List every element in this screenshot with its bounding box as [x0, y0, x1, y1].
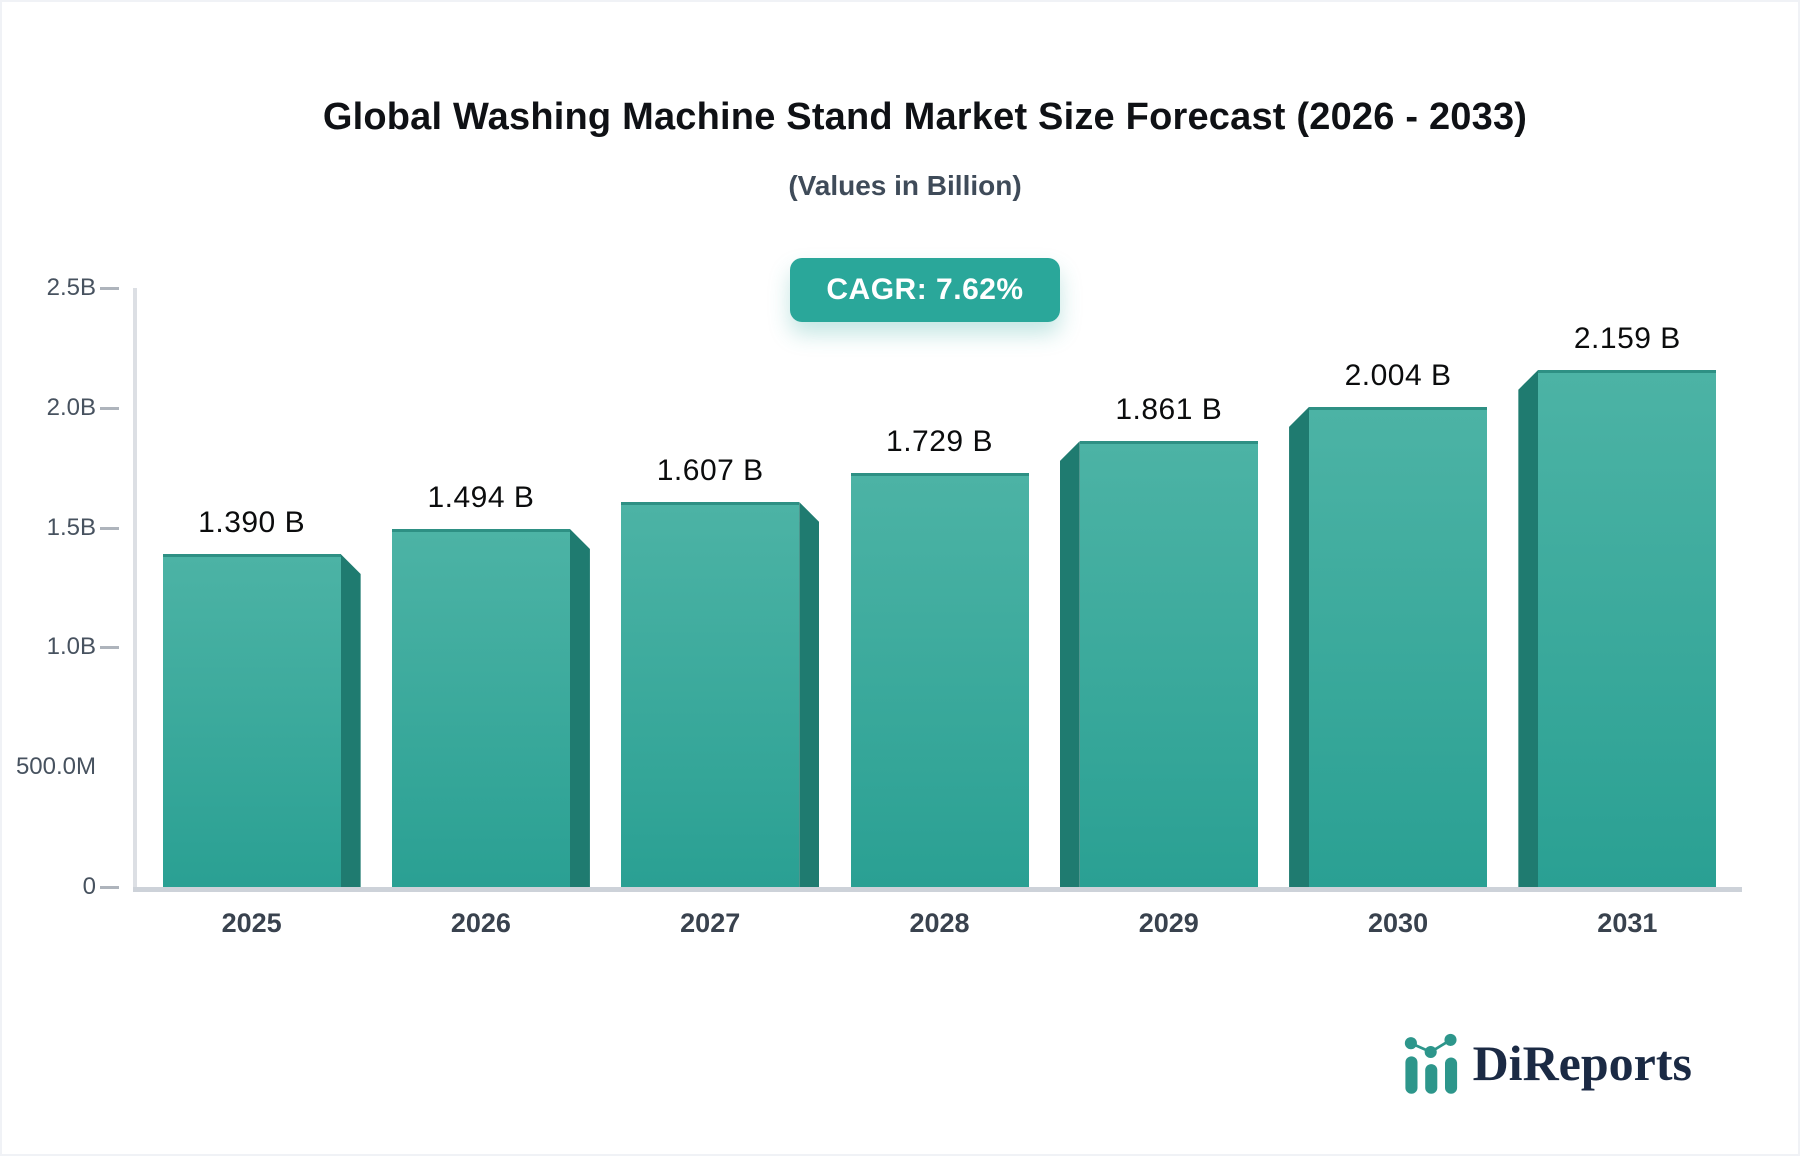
x-axis-category-label: 2031 [1597, 908, 1658, 938]
y-axis-tick-label: 500.0M [15, 753, 96, 781]
bar-2026 [391, 529, 570, 887]
y-axis-tick-label: 2.0B [46, 393, 96, 421]
bar-3d-side-2026 [569, 529, 590, 887]
bar-value-label: 1.494 B [427, 481, 535, 515]
y-axis-tick-mark [100, 646, 119, 650]
bar-2028 [850, 472, 1029, 887]
y-axis-tick-label: 1.5B [46, 513, 96, 541]
cagr-badge: CAGR: 7.62% [790, 258, 1060, 322]
x-axis-category-label: 2025 [221, 908, 282, 938]
bar-value-label: 1.861 B [1115, 393, 1223, 427]
bar-2027 [621, 501, 800, 887]
y-axis-tick-label: 2.5B [46, 274, 96, 301]
brand-logo: DiReports [1401, 1030, 1692, 1096]
x-axis-category-label: 2026 [450, 908, 511, 938]
y-axis-tick-mark [100, 886, 119, 889]
x-axis-category-label: 2030 [1368, 908, 1429, 938]
bar-2030 [1309, 406, 1488, 887]
y-axis-tick-mark [100, 287, 119, 290]
brand-name: DiReports [1472, 1035, 1692, 1091]
y-axis-line [133, 288, 137, 891]
bar-chart-logo-icon [1401, 1030, 1467, 1096]
x-axis-line [133, 887, 1742, 892]
bar-2029 [1079, 441, 1258, 887]
bar-2031 [1538, 369, 1717, 887]
bar-value-label: 1.729 B [886, 424, 993, 458]
x-axis-category-label: 2028 [909, 908, 970, 938]
x-axis-category-label: 2029 [1138, 908, 1199, 938]
chart-subtitle: (Values in Billion) [788, 170, 1022, 201]
bar-3d-side-2029 [1059, 441, 1080, 887]
y-axis-tick-label: 0 [82, 873, 96, 900]
y-axis-tick-label: 1.0B [46, 633, 96, 661]
bar-value-label: 2.159 B [1573, 321, 1681, 355]
chart-title: Global Washing Machine Stand Market Size… [322, 96, 1528, 138]
bar-value-label: 1.390 B [198, 505, 306, 539]
cagr-badge-label: CAGR: 7.62% [826, 273, 1024, 306]
bar-2025 [162, 553, 341, 887]
bar-3d-side-2027 [799, 501, 820, 887]
bar-3d-side-2031 [1518, 369, 1539, 887]
bar-3d-side-2025 [340, 553, 361, 887]
bar-3d-side-2030 [1289, 406, 1310, 887]
bar-value-label: 1.607 B [656, 453, 764, 487]
y-axis-tick-mark [100, 526, 119, 530]
y-axis-tick-mark [100, 406, 119, 410]
x-axis-category-label: 2027 [680, 908, 741, 938]
bar-value-label: 2.004 B [1344, 358, 1452, 392]
